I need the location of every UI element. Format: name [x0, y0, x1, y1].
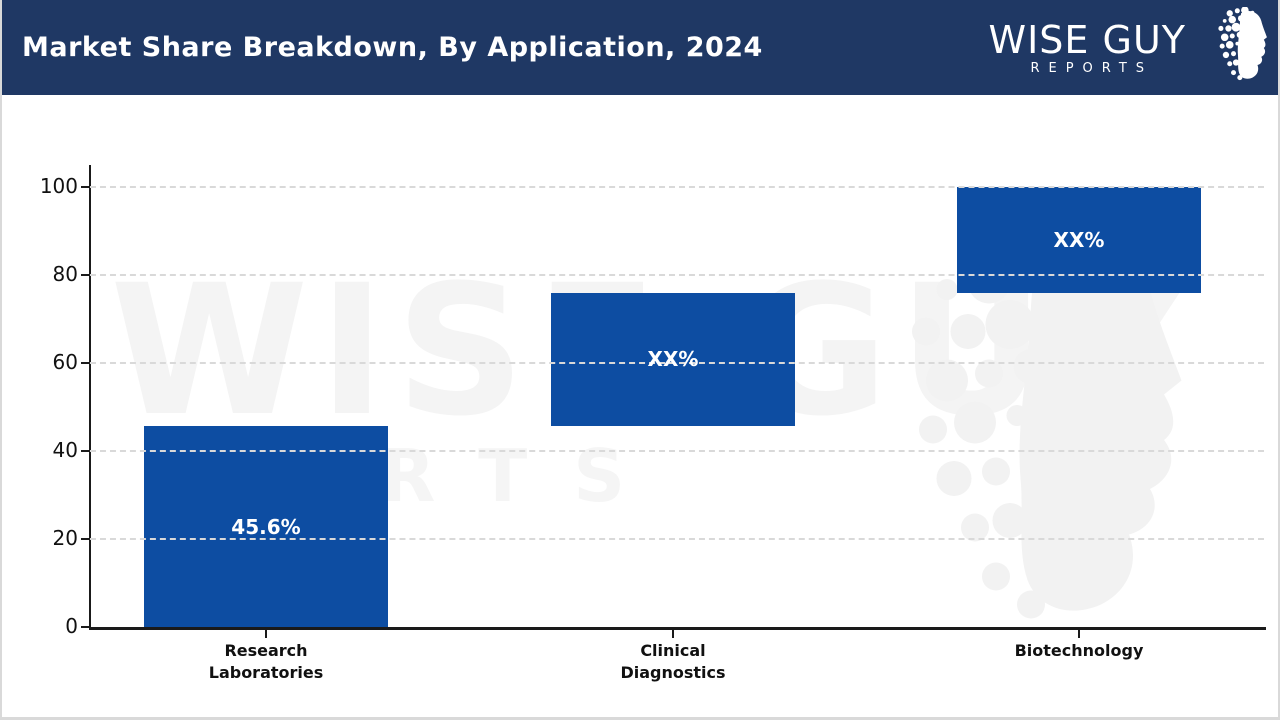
y-tick-mark [81, 186, 89, 188]
y-tick-label: 20 [52, 526, 78, 550]
brand-face-icon [1218, 7, 1267, 81]
y-tick-label: 100 [39, 174, 78, 198]
y-gridline [90, 186, 1264, 188]
y-tick-label: 80 [52, 262, 78, 286]
y-gridline [90, 362, 1264, 364]
page-title: Market Share Breakdown, By Application, … [22, 32, 763, 63]
x-tick-mark [1078, 630, 1080, 638]
y-tick-mark [81, 274, 89, 276]
x-tick-mark [672, 630, 674, 638]
y-gridline [90, 538, 1264, 540]
bar-value-label: XX% [647, 347, 699, 372]
brand-logo-text: WISE GUY REPORTS [989, 21, 1186, 75]
y-tick-mark [81, 362, 89, 364]
y-tick-mark [81, 626, 89, 628]
y-axis-line [89, 165, 91, 629]
brand-subtitle: REPORTS [1030, 61, 1154, 76]
bar-segment [551, 292, 795, 427]
y-tick-mark [81, 538, 89, 540]
y-tick-mark [81, 450, 89, 452]
brand-logo: WISE GUY REPORTS [989, 6, 1274, 90]
y-gridline [90, 274, 1264, 276]
brand-name: WISE GUY [988, 18, 1186, 62]
x-axis-line [89, 627, 1266, 630]
bar-segment [144, 426, 388, 627]
bar-value-label: XX% [1053, 227, 1105, 252]
x-category-label: Biotechnology [1014, 641, 1144, 660]
x-category-label: Clinical Diagnostics [620, 641, 726, 682]
y-tick-label: 40 [52, 438, 78, 462]
y-gridline [90, 450, 1264, 452]
x-category-label: Research Laboratories [208, 641, 324, 682]
bar-value-label: 45.6% [231, 514, 301, 539]
y-tick-label: 60 [52, 350, 78, 374]
x-tick-mark [265, 630, 267, 638]
header-bar: Market Share Breakdown, By Application, … [2, 0, 1278, 95]
y-tick-label: 0 [65, 614, 78, 638]
